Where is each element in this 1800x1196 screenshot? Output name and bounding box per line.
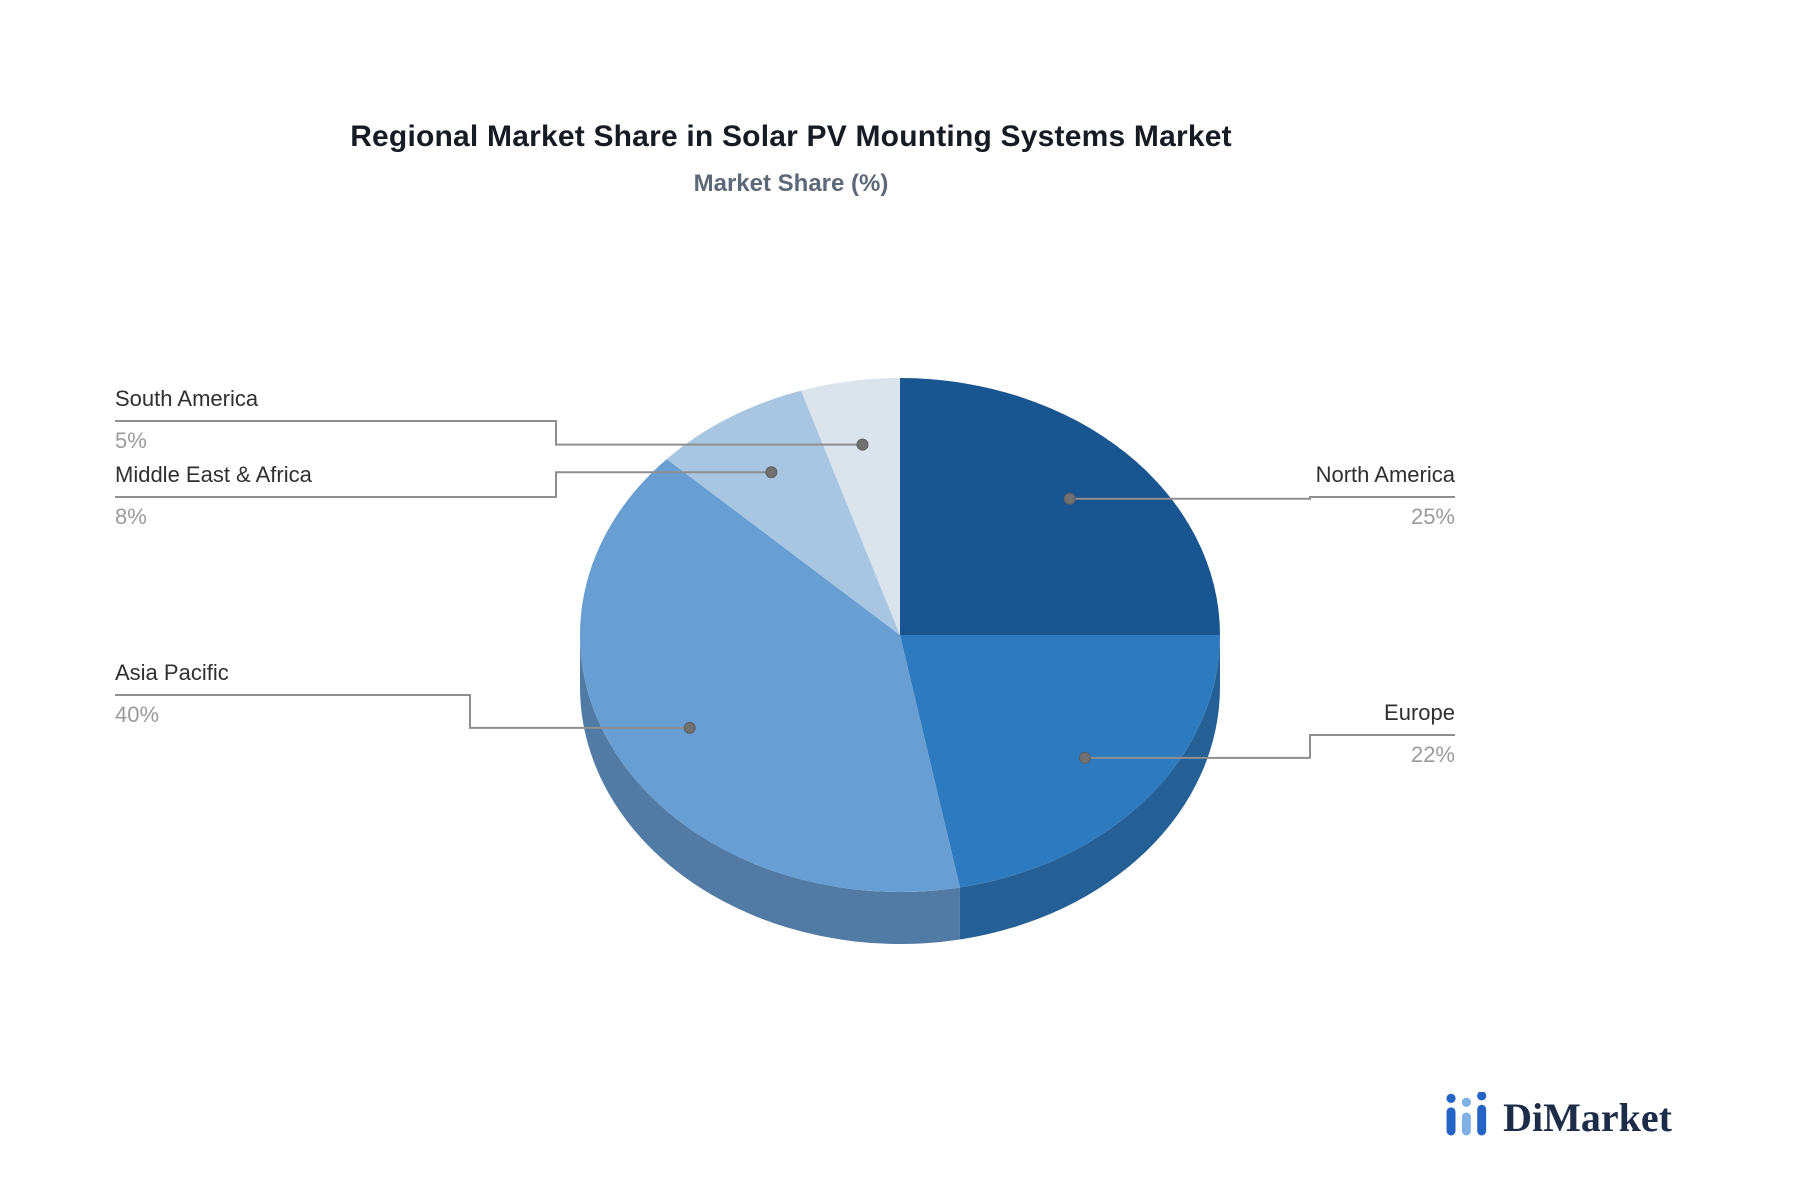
- pie-label-value: 25%: [1410, 504, 1455, 529]
- pie-label-europe: Europe 22%: [1100, 700, 1455, 768]
- leader-line-europe: [1084, 734, 1455, 759]
- pie-slice-south-america[interactable]: [801, 378, 900, 635]
- pie-label-name: Asia Pacific: [115, 660, 229, 685]
- logo-text: DiMarket: [1503, 1095, 1672, 1140]
- leader-line-north-america: [1069, 496, 1455, 500]
- pie-label-value: 40%: [115, 702, 160, 727]
- pie-label-name: North America: [1315, 462, 1455, 487]
- pie-label-value: 22%: [1410, 742, 1455, 767]
- pie-label-name: South America: [115, 386, 259, 411]
- pie-label-name: Europe: [1384, 700, 1455, 725]
- pie-label-north-america: North America 25%: [1100, 462, 1455, 530]
- pie-label-asia-pacific: Asia Pacific 40%: [115, 660, 615, 728]
- pie-label-value: 5%: [115, 428, 147, 453]
- leader-dot-asia-pacific: [683, 721, 696, 734]
- pie-slice-side-europe: [959, 635, 1220, 940]
- dimarket-logo: DiMarket: [1441, 1092, 1672, 1138]
- leader-dot-north-america: [1063, 492, 1076, 505]
- leader-line-middle-east-africa: [115, 471, 772, 498]
- leader-dot-south-america: [856, 438, 869, 451]
- leader-dot-middle-east-africa: [765, 466, 778, 479]
- pie-slice-middle-east-africa[interactable]: [666, 390, 900, 635]
- chart-title: Regional Market Share in Solar PV Mounti…: [350, 120, 1232, 153]
- pie-label-name: Middle East & Africa: [115, 462, 312, 487]
- pie-label-middle-east-africa: Middle East & Africa 8%: [115, 462, 615, 530]
- pie-slice-europe[interactable]: [900, 635, 1220, 888]
- leader-line-south-america: [115, 420, 863, 446]
- chart-subtitle: Market Share (%): [693, 170, 889, 197]
- pie-label-value: 8%: [115, 504, 147, 529]
- pie-slice-north-america[interactable]: [900, 378, 1220, 635]
- pie-label-south-america: South America 5%: [115, 386, 615, 454]
- pie-slice-side-asia-pacific: [580, 635, 960, 945]
- leader-line-asia-pacific: [115, 694, 690, 729]
- pie-slice-asia-pacific[interactable]: [579, 459, 960, 893]
- bar-chart-icon: [1446, 1092, 1487, 1136]
- leader-dot-europe: [1078, 751, 1091, 764]
